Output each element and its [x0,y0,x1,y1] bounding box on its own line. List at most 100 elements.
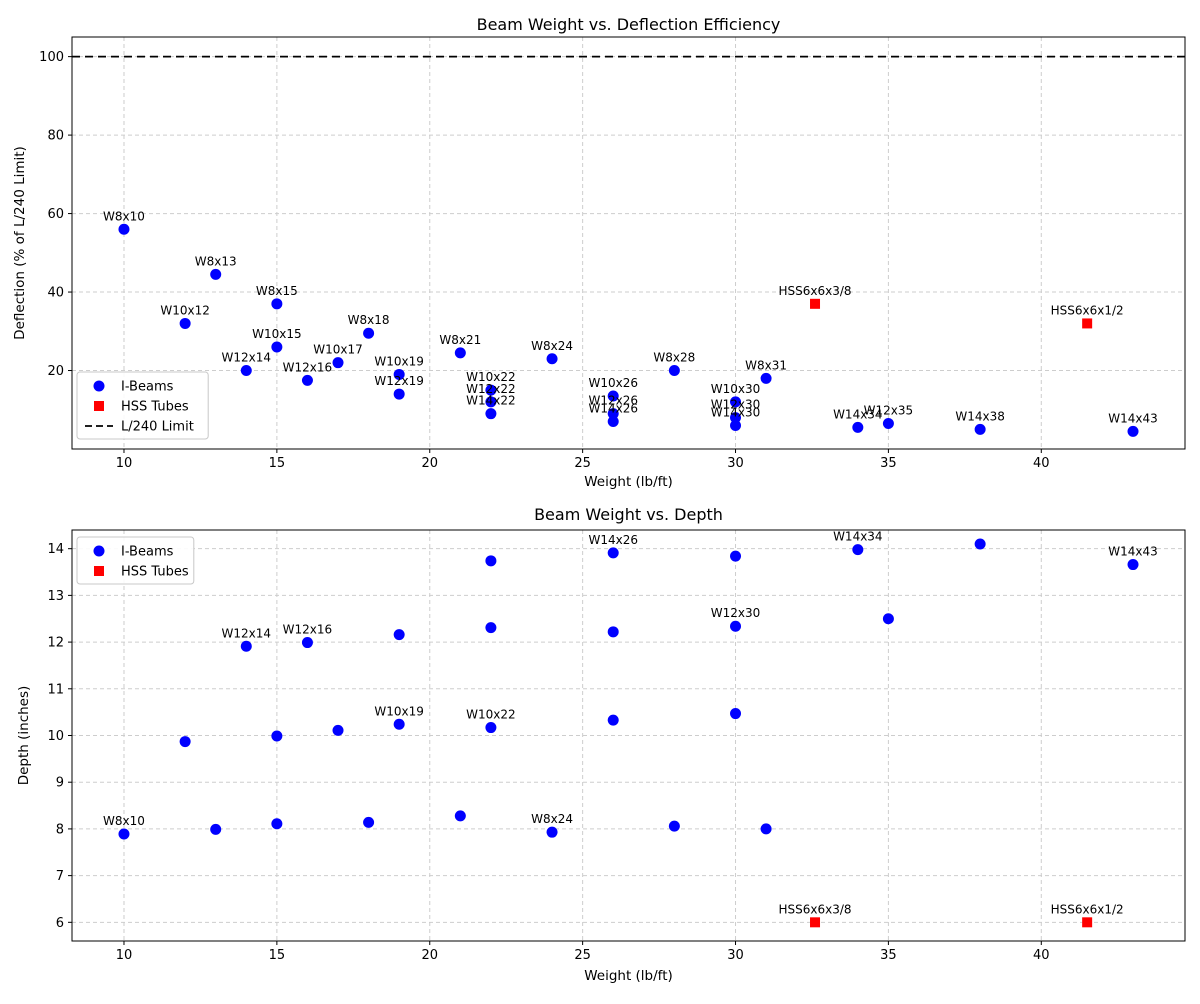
label-W10x19: W10x19 [374,704,424,718]
label-HSS6x6x1/2: HSS6x6x1/2 [1051,902,1124,916]
label-W8x21: W8x21 [439,333,481,347]
legend-box [76,536,195,585]
marker-W12x19 [393,388,405,400]
marker-W14x22 [485,555,497,567]
series-hss-tubes: HSS6x6x3/8 HSS6x6x1/2 [778,284,1124,329]
label-W12x16: W12x16 [283,623,333,637]
label-W8x24: W8x24 [531,812,573,826]
marker-W14x26 [607,416,619,428]
label-W14x34: W14x34 [833,407,883,421]
legend-entry-label: I-Beams [121,545,174,560]
x-axis-label: Weight (lb/ft) [584,968,673,984]
label-W10x19: W10x19 [374,354,424,368]
x-tick-label: 15 [269,948,286,963]
marker-W8x10 [118,828,130,840]
label-W8x10: W8x10 [103,814,145,828]
y-tick-label: 14 [47,542,64,557]
label-W12x35: W12x35 [864,403,914,417]
marker-W8x21 [454,810,466,822]
label-W8x24: W8x24 [531,339,573,353]
y-tick-label: 12 [47,636,64,651]
label-HSS6x6x3/8: HSS6x6x3/8 [778,902,851,916]
label-W14x34: W14x34 [833,530,883,544]
label-W12x30: W12x30 [711,606,761,620]
label-W8x31: W8x31 [745,358,787,372]
x-tick-label: 35 [880,948,897,963]
series-hss-tubes: HSS6x6x3/8 HSS6x6x1/2 [778,902,1124,928]
marker-W8x28 [668,365,680,377]
marker-W10x12 [179,736,191,748]
label-HSS6x6x3/8: HSS6x6x3/8 [778,284,851,298]
marker-W8x28 [668,820,680,832]
legend-marker-ibeams [93,545,105,557]
marker-HSS6x6x1/2 [1082,318,1093,329]
ticks [68,56,1042,453]
label-W14x43: W14x43 [1108,411,1158,425]
y-tick-label: 100 [39,50,64,65]
marker-W10x19 [393,368,405,380]
marker-W14x43 [1127,559,1139,571]
legend-marker-hss [94,566,104,576]
label-W14x43: W14x43 [1108,545,1158,559]
marker-W12x22 [485,396,497,408]
marker-W8x10 [118,223,130,235]
legend-box [76,371,209,440]
chart-title: Beam Weight vs. Depth [534,505,723,524]
label-W10x26: W10x26 [588,376,638,390]
label-W10x22: W10x22 [466,370,516,384]
label-W14x22: W14x22 [466,394,516,408]
marker-W10x15 [271,730,283,742]
legend-entry-label: L/240 Limit [121,420,194,435]
legend: I-Beams HSS Tubes L/240 Limit [76,371,209,440]
legend-marker-ibeams [93,380,105,392]
label-W8x10: W8x10 [103,209,145,223]
x-tick-label: 20 [421,456,438,471]
marker-W14x34 [852,421,864,433]
y-tick-label: 13 [47,589,64,604]
label-W10x30: W10x30 [711,382,761,396]
label-W14x30: W14x30 [711,405,761,419]
label-W8x18: W8x18 [348,313,390,327]
x-axis-label: Weight (lb/ft) [584,474,673,490]
marker-W12x22 [485,622,497,634]
y-tick-label: 40 [47,286,64,301]
marker-W10x26 [607,390,619,402]
label-W10x15: W10x15 [252,327,302,341]
marker-W14x43 [1127,425,1139,437]
marker-W10x15 [271,341,283,353]
chart-depth: W8x10 W12x14 W12x16 W10x19 W10x22 W8x24 W14x26… [16,505,1186,984]
label-W8x15: W8x15 [256,284,298,298]
marker-W14x30 [730,550,742,562]
label-W12x26: W12x26 [588,394,638,408]
y-tick-label: 20 [47,364,64,379]
marker-W12x26 [607,408,619,420]
legend-marker-hss [94,401,104,411]
marker-W12x14 [240,640,252,652]
marker-W14x22 [485,408,497,420]
legend-entry-label: HSS Tubes [121,565,189,580]
marker-W14x38 [974,538,986,550]
marker-HSS6x6x3/8 [810,298,821,309]
x-tick-label: 10 [116,456,133,471]
label-HSS6x6x1/2: HSS6x6x1/2 [1051,303,1124,317]
label-W12x14: W12x14 [222,626,272,640]
marker-W14x26 [607,547,619,559]
chart-title: Beam Weight vs. Deflection Efficiency [477,15,781,34]
x-tick-label: 40 [1033,948,1050,963]
y-tick-label: 10 [47,729,64,744]
label-W8x28: W8x28 [653,351,695,365]
ticks [68,548,1042,945]
marker-W12x35 [882,417,894,429]
marker-W10x17 [332,724,344,736]
x-tick-label: 30 [727,948,744,963]
marker-W8x13 [210,823,222,835]
label-W10x17: W10x17 [313,343,363,357]
marker-W10x26 [607,714,619,726]
x-tick-label: 30 [727,456,744,471]
marker-W12x16 [301,637,313,649]
marker-W14x30 [730,419,742,431]
marker-W12x35 [882,613,894,625]
marker-W10x30 [730,708,742,720]
